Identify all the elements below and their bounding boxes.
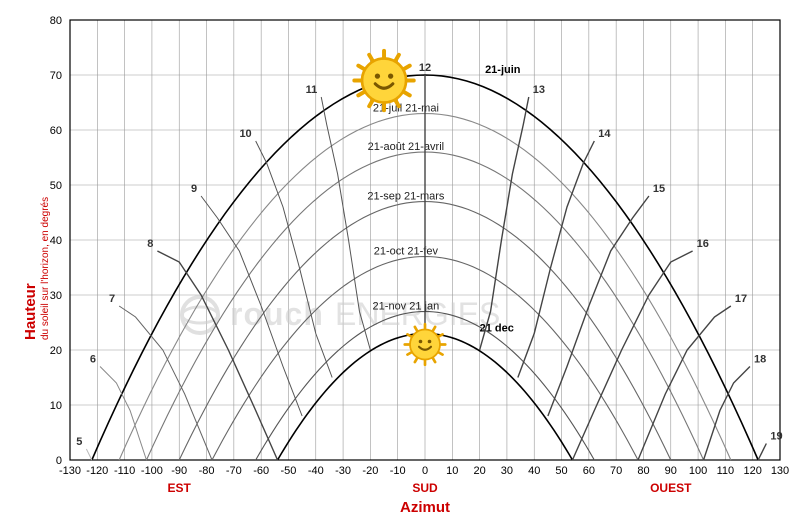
- y-tick: 70: [50, 70, 62, 82]
- y-tick: 50: [50, 180, 62, 192]
- x-tick: 40: [528, 465, 540, 477]
- x-tick: -20: [362, 465, 378, 477]
- hour-label: 11: [306, 84, 318, 96]
- hour-label: 5: [76, 436, 82, 448]
- watermark-left: rouch: [230, 296, 324, 332]
- x-tick: 10: [446, 465, 458, 477]
- hour-line: [119, 306, 212, 460]
- direction-label: EST: [168, 481, 192, 495]
- x-tick: -130: [59, 465, 81, 477]
- y-tick: 10: [50, 400, 62, 412]
- hour-label: 9: [191, 183, 197, 195]
- x-tick: -60: [253, 465, 269, 477]
- x-tick: -120: [86, 465, 108, 477]
- month-label: 21-sep 21-mars: [367, 191, 445, 203]
- hour-label: 10: [239, 128, 251, 140]
- y-tick: 30: [50, 290, 62, 302]
- hour-label: 7: [109, 293, 115, 305]
- x-axis-title: Azimut: [400, 499, 450, 516]
- hour-line: [638, 306, 731, 460]
- hour-line: [758, 444, 766, 461]
- hour-line: [704, 367, 750, 461]
- month-label: 21-oct 21-fev: [374, 246, 439, 258]
- hour-line: [548, 196, 649, 416]
- hour-label: 16: [697, 238, 709, 250]
- hour-label: 12: [419, 62, 431, 74]
- x-tick: -100: [141, 465, 163, 477]
- x-tick: 130: [771, 465, 789, 477]
- month-label: 21-juin: [485, 64, 521, 76]
- y-tick: 0: [56, 455, 62, 467]
- watermark: [182, 297, 218, 333]
- hour-label: 19: [770, 431, 782, 443]
- x-tick: 60: [583, 465, 595, 477]
- direction-label: SUD: [412, 481, 438, 495]
- hour-label: 8: [147, 238, 153, 250]
- x-tick: 90: [665, 465, 677, 477]
- x-tick: -80: [199, 465, 215, 477]
- hour-label: 17: [735, 293, 747, 305]
- hour-label: 15: [653, 183, 665, 195]
- x-tick: -10: [390, 465, 406, 477]
- hour-line: [572, 251, 692, 460]
- y-tick: 20: [50, 345, 62, 357]
- hour-label: 14: [598, 128, 611, 140]
- x-tick: -90: [171, 465, 187, 477]
- direction-label: OUEST: [650, 481, 692, 495]
- x-tick: 0: [422, 465, 428, 477]
- month-label: 21-août 21-avril: [368, 141, 444, 153]
- hour-label: 6: [90, 354, 96, 366]
- x-tick: 80: [637, 465, 649, 477]
- x-tick: 20: [473, 465, 485, 477]
- x-tick: -70: [226, 465, 242, 477]
- x-tick: 50: [555, 465, 567, 477]
- hour-label: 13: [533, 84, 545, 96]
- sun-icon: [354, 51, 413, 110]
- x-tick: 110: [717, 465, 735, 477]
- solar-path-chart: -130-120-110-100-90-80-70-60-50-40-30-20…: [0, 0, 800, 523]
- x-tick: 100: [689, 465, 707, 477]
- x-tick: -50: [281, 465, 297, 477]
- hour-line: [100, 367, 146, 461]
- x-tick: -40: [308, 465, 324, 477]
- hour-line: [157, 251, 277, 460]
- x-tick: -30: [335, 465, 351, 477]
- month-label: 21-nov 21 jan: [373, 301, 440, 313]
- y-tick: 60: [50, 125, 62, 137]
- y-tick: 40: [50, 235, 62, 247]
- hour-label: 18: [754, 354, 766, 366]
- hour-line: [86, 449, 91, 460]
- x-tick: 30: [501, 465, 513, 477]
- x-tick: 120: [744, 465, 762, 477]
- x-tick: -110: [114, 465, 135, 477]
- x-tick: 70: [610, 465, 622, 477]
- y-tick: 80: [50, 15, 62, 27]
